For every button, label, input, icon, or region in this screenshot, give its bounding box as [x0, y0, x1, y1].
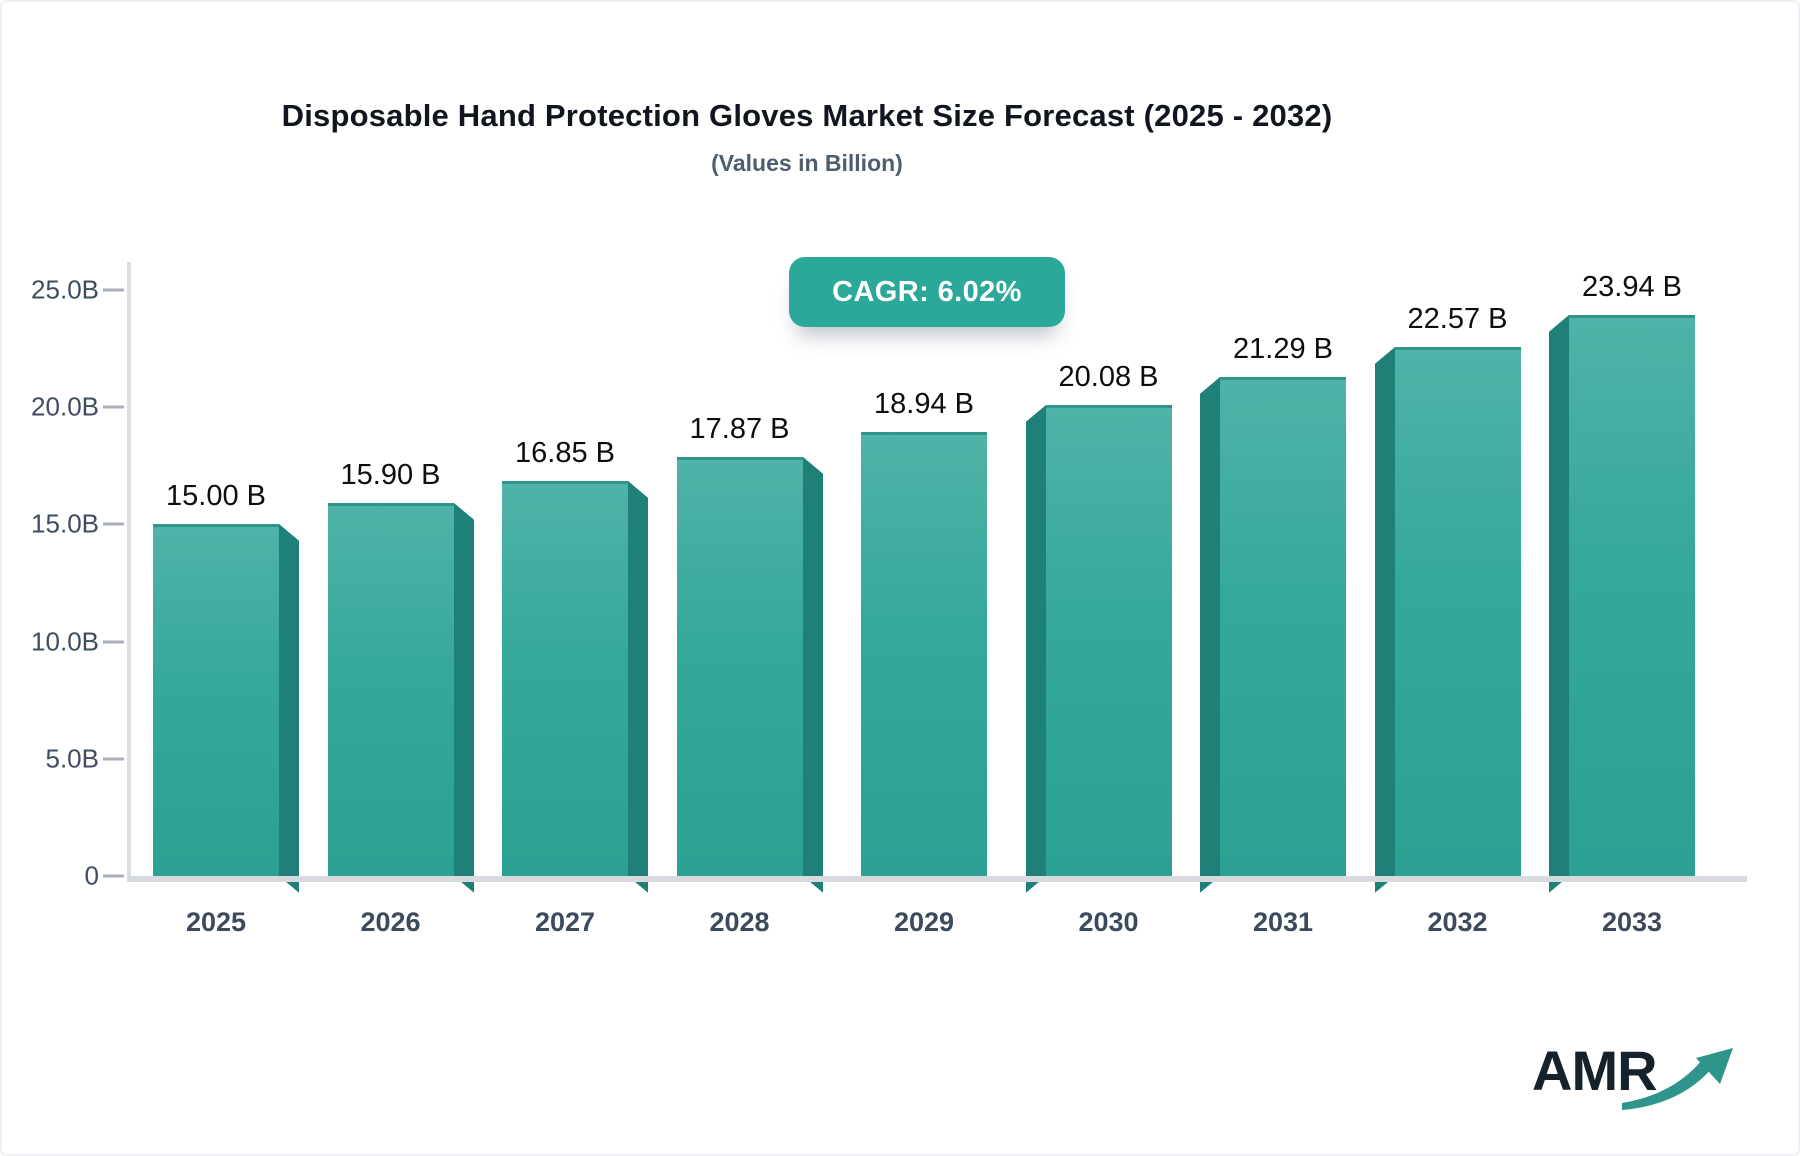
- y-axis-label: 25.0B: [31, 274, 99, 305]
- y-axis-tick: [103, 405, 124, 409]
- amr-logo-text: AMR: [1532, 1039, 1658, 1102]
- bar-2026: [327, 503, 454, 876]
- x-axis-label: 2025: [185, 907, 247, 937]
- y-axis-line: [127, 262, 131, 882]
- bar-2031: [1220, 376, 1346, 876]
- x-axis-label: 2028: [709, 907, 770, 937]
- bar-value-label: 23.94 B: [1582, 270, 1682, 303]
- bar-2025: [153, 524, 279, 876]
- y-axis-tick: [103, 522, 124, 526]
- bar-2032: [1394, 346, 1521, 876]
- bar-value-label: 21.29 B: [1233, 332, 1333, 365]
- x-axis-label: 2026: [360, 907, 421, 937]
- x-axis-label: 2027: [534, 907, 596, 937]
- bar-2033: [1569, 314, 1695, 876]
- bar-value-label: 22.57 B: [1407, 302, 1508, 335]
- bar-side-face: [279, 524, 299, 893]
- bar-value-label: 17.87 B: [689, 413, 790, 446]
- cagr-badge-label: CAGR: 6.02%: [832, 275, 1022, 308]
- bar-side-face: [802, 457, 823, 893]
- bar-side-face: [1200, 376, 1220, 893]
- y-axis-label: 20.0B: [31, 391, 99, 422]
- x-axis-label: 2032: [1427, 907, 1488, 937]
- bar-side-face: [1549, 314, 1569, 893]
- bar-side-face: [453, 503, 474, 893]
- y-axis-label: 5.0B: [45, 743, 100, 774]
- y-axis-tick: [103, 288, 124, 292]
- amr-logo: AMR: [1532, 1038, 1752, 1118]
- x-axis-label: 2031: [1252, 907, 1314, 937]
- bar-side-face: [1374, 346, 1395, 893]
- bar-value-label: 15.90 B: [340, 459, 441, 492]
- x-axis-label: 2029: [893, 907, 955, 937]
- bar-value-label: 18.94 B: [874, 388, 974, 421]
- y-axis-tick: [103, 874, 124, 878]
- bar-value-label: 20.08 B: [1058, 361, 1159, 394]
- x-axis-label: 2030: [1078, 907, 1139, 937]
- y-axis-tick: [103, 757, 124, 761]
- y-axis-label: 15.0B: [31, 508, 99, 539]
- bar-2029: [861, 432, 987, 876]
- bar-side-face: [1025, 405, 1046, 893]
- bar-side-face: [628, 481, 648, 893]
- chart-subtitle: (Values in Billion): [711, 150, 903, 176]
- y-axis-label: 0: [84, 860, 99, 891]
- bar-2028: [676, 457, 803, 876]
- bar-2027: [502, 481, 628, 876]
- y-axis-label: 10.0B: [31, 626, 99, 657]
- chart-title: Disposable Hand Protection Gloves Market…: [281, 98, 1333, 133]
- x-axis-baseline: [127, 876, 1747, 882]
- bar-value-label: 16.85 B: [515, 437, 615, 470]
- bar-2030: [1045, 405, 1172, 876]
- growth-arrow-icon: [1622, 1048, 1733, 1110]
- x-axis-label: 2033: [1601, 907, 1663, 937]
- y-axis-tick: [103, 640, 124, 644]
- cagr-badge: CAGR: 6.02%: [789, 257, 1065, 327]
- bar-value-label: 15.00 B: [166, 480, 266, 513]
